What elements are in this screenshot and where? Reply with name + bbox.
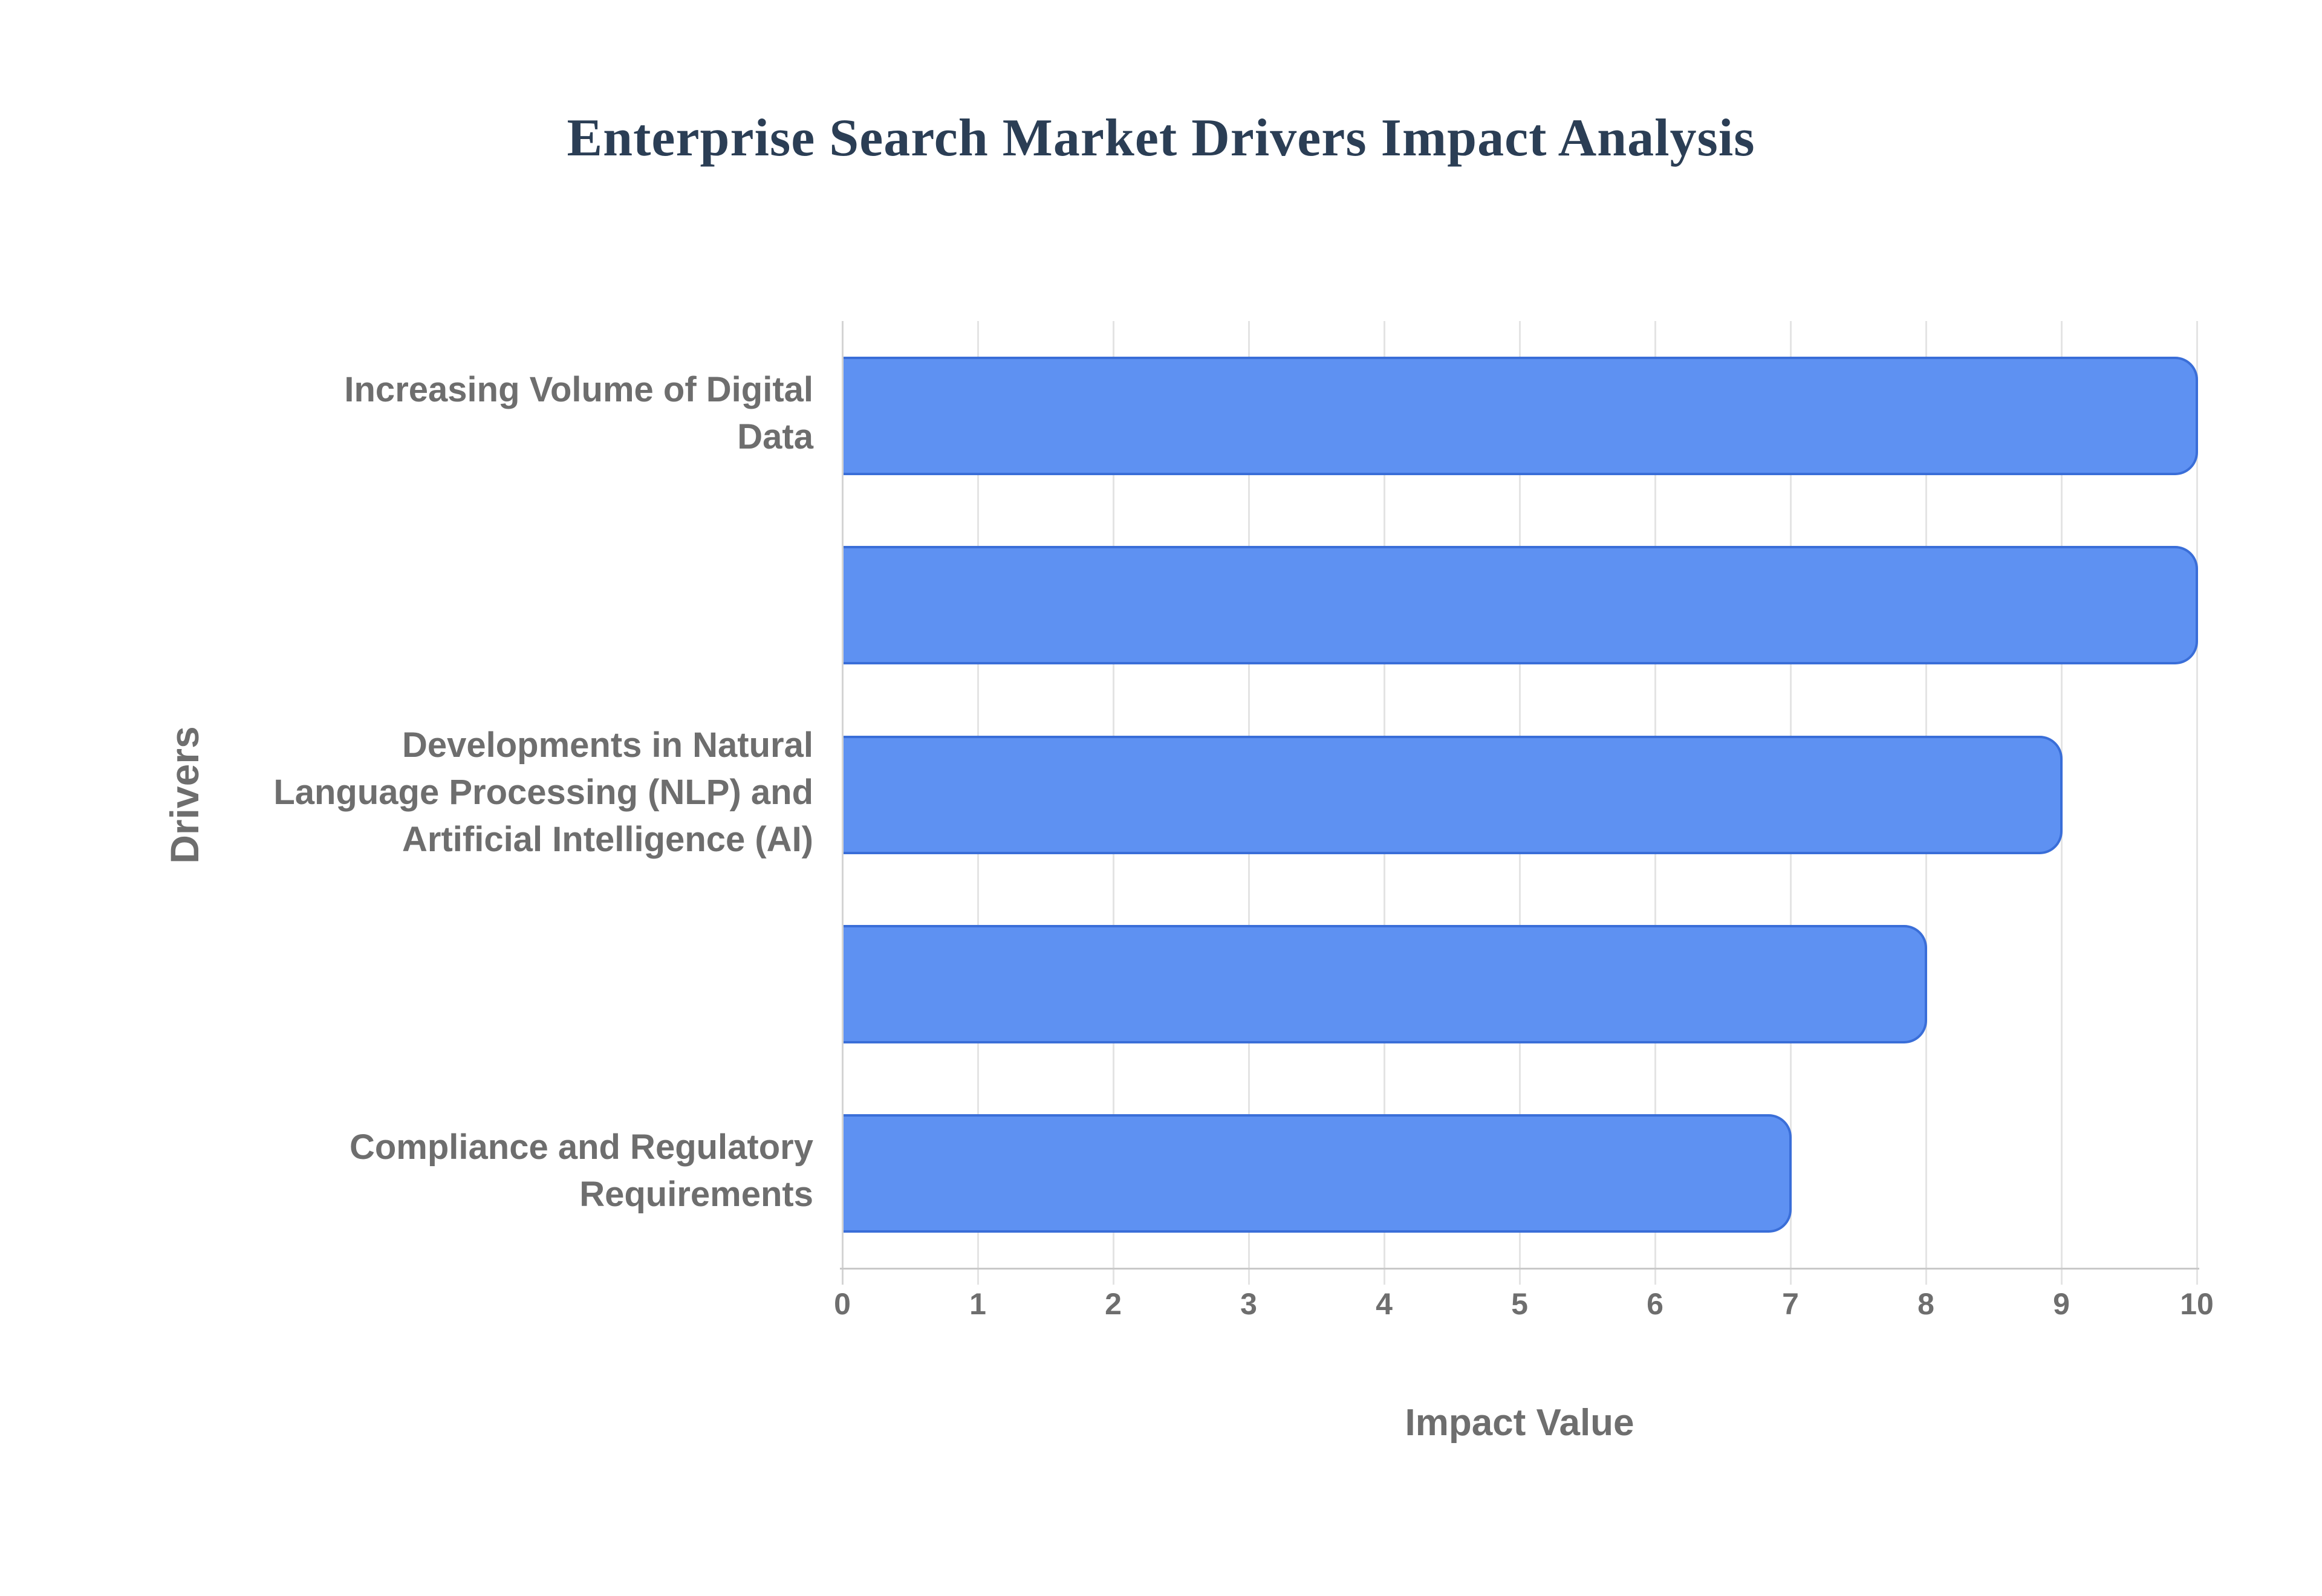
x-tick-label-3: 3 — [1240, 1287, 1257, 1321]
bar-row-0[interactable] — [844, 356, 2198, 475]
x-tick-label-0: 0 — [834, 1287, 851, 1321]
x-tick-label-6: 6 — [1647, 1287, 1663, 1321]
x-tick-label-8: 8 — [1917, 1287, 1934, 1321]
x-tick-label-9: 9 — [2053, 1287, 2070, 1321]
gridline-0 — [842, 321, 844, 1285]
y-category-label-0: Increasing Volume of Digital Data — [344, 369, 813, 456]
bar-row-3[interactable] — [844, 924, 1927, 1043]
x-tick-label-1: 1 — [969, 1287, 986, 1321]
chart-title: Enterprise Search Market Drivers Impact … — [567, 109, 1755, 167]
y-category-label-4: Compliance and Regulatory Requirements — [349, 1127, 813, 1215]
x-axis-title: Impact Value — [1405, 1402, 1634, 1444]
bar-row-1[interactable] — [844, 546, 2198, 665]
x-tick-label-4: 4 — [1376, 1287, 1393, 1321]
gridline-10 — [2196, 321, 2198, 1285]
x-tick-label-7: 7 — [1782, 1287, 1799, 1321]
x-tick-label-10: 10 — [2180, 1287, 2214, 1321]
x-tick-label-2: 2 — [1105, 1287, 1122, 1321]
x-tick-label-5: 5 — [1511, 1287, 1528, 1321]
bar-row-2[interactable] — [844, 735, 2063, 854]
bar-row-4[interactable] — [844, 1114, 1792, 1233]
x-axis-baseline — [840, 1268, 2199, 1270]
y-category-label-2: Developments in Natural Language Process… — [273, 725, 813, 859]
